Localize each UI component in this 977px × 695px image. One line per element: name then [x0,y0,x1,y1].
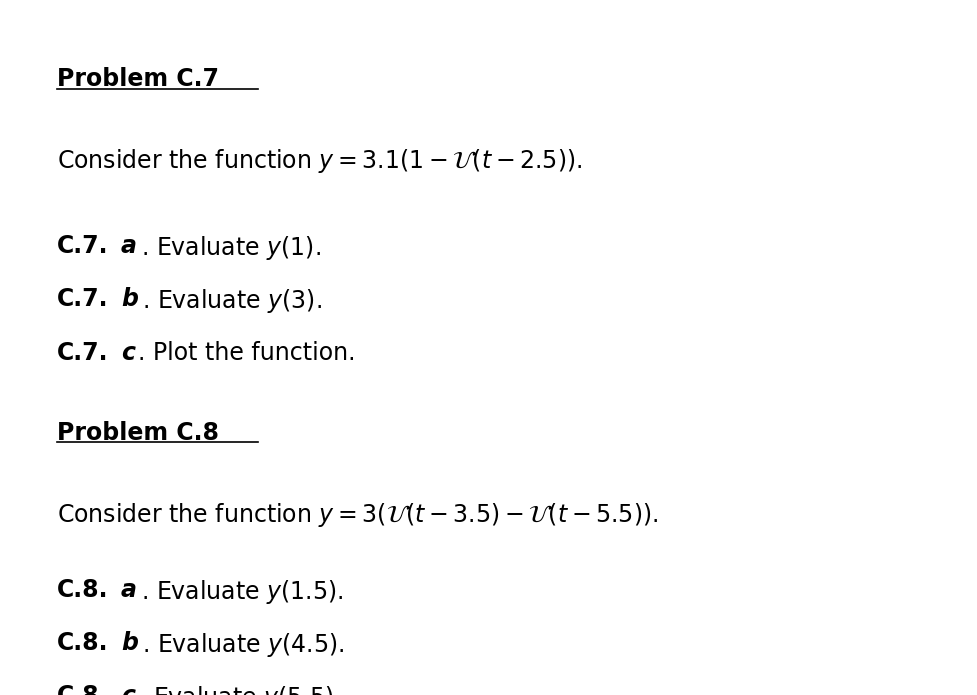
Text: . Evaluate $y(4.5)$.: . Evaluate $y(4.5)$. [142,631,344,659]
Text: b: b [121,288,138,311]
Text: . Evaluate $y(1)$.: . Evaluate $y(1)$. [141,234,320,262]
Text: a: a [121,578,137,602]
Text: C.7.: C.7. [57,288,108,311]
Text: c: c [121,341,135,365]
Text: C.8.: C.8. [57,578,108,602]
Text: C.8.: C.8. [57,685,108,695]
Text: . Evaluate $y(5.5)$.: . Evaluate $y(5.5)$. [138,685,341,695]
Text: C.7.: C.7. [57,341,108,365]
Text: Consider the function $y = 3\left(\mathcal{U}(t - 3.5) - \mathcal{U}(t - 5.5)\ri: Consider the function $y = 3\left(\mathc… [57,501,658,529]
Text: c: c [121,685,135,695]
Text: . Evaluate $y(1.5)$.: . Evaluate $y(1.5)$. [141,578,343,605]
Text: b: b [121,631,138,655]
Text: Problem C.7: Problem C.7 [57,67,219,91]
Text: . Evaluate $y(3)$.: . Evaluate $y(3)$. [142,288,321,316]
Text: . Plot the function.: . Plot the function. [138,341,356,365]
Text: a: a [121,234,137,258]
Text: C.7.: C.7. [57,234,108,258]
Text: Problem C.8: Problem C.8 [57,421,219,445]
Text: C.8.: C.8. [57,631,108,655]
Text: Consider the function $y = 3.1\left(1 - \mathcal{U}(t - 2.5)\right).$: Consider the function $y = 3.1\left(1 - … [57,147,582,175]
